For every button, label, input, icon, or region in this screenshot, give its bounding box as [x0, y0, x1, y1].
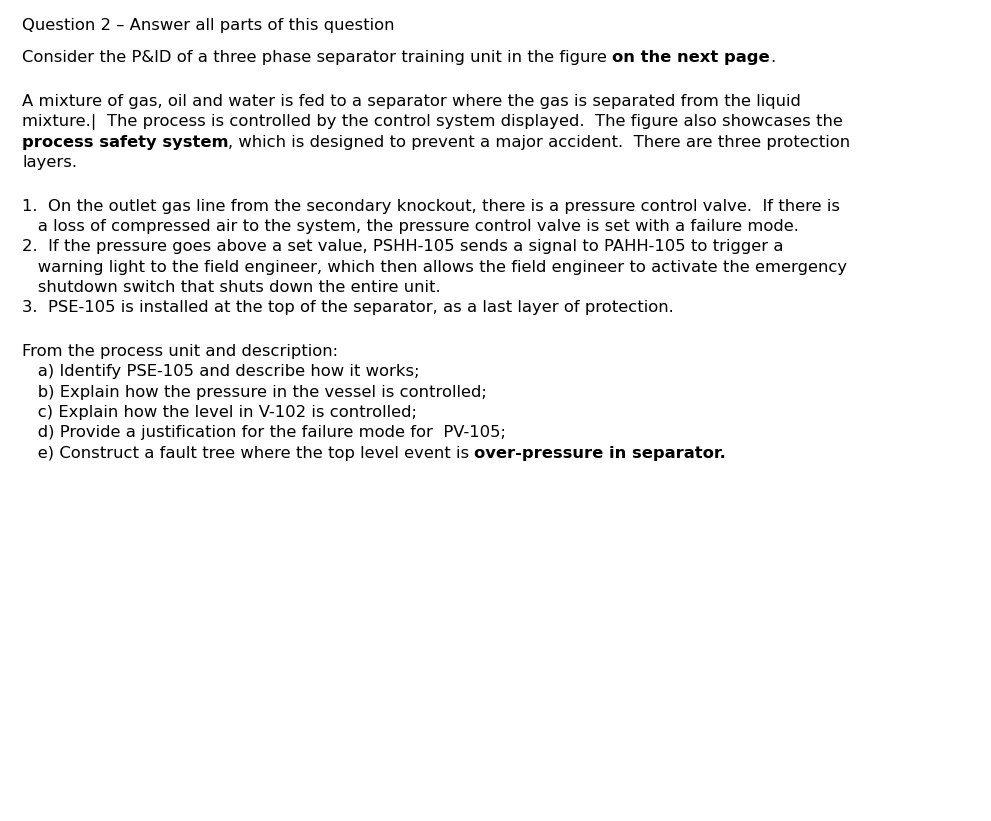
Text: d) Provide a justification for the failure mode for  PV-105;: d) Provide a justification for the failu… [22, 425, 505, 440]
Text: c) Explain how the level in V-102 is controlled;: c) Explain how the level in V-102 is con… [22, 405, 417, 420]
Text: , which is designed to prevent a major accident.  There are three protection: , which is designed to prevent a major a… [229, 135, 850, 149]
Text: b) Explain how the pressure in the vessel is controlled;: b) Explain how the pressure in the vesse… [22, 385, 487, 400]
Text: From the process unit and description:: From the process unit and description: [22, 344, 338, 359]
Text: process safety system: process safety system [22, 135, 229, 149]
Text: 3.  PSE-105 is installed at the top of the separator, as a last layer of protect: 3. PSE-105 is installed at the top of th… [22, 300, 674, 315]
Text: layers.: layers. [22, 155, 77, 170]
Text: a loss of compressed air to the system, the pressure control valve is set with a: a loss of compressed air to the system, … [22, 219, 799, 234]
Text: Consider the P&ID of a three phase separator training unit in the figure: Consider the P&ID of a three phase separ… [22, 50, 612, 65]
Text: .: . [770, 50, 775, 65]
Text: mixture.|  The process is controlled by the control system displayed.  The figur: mixture.| The process is controlled by t… [22, 114, 843, 131]
Text: 2.  If the pressure goes above a set value, PSHH-105 sends a signal to PAHH-105 : 2. If the pressure goes above a set valu… [22, 240, 784, 255]
Text: A mixture of gas, oil and water is fed to a separator where the gas is separated: A mixture of gas, oil and water is fed t… [22, 94, 801, 109]
Text: e) Construct a fault tree where the top level event is: e) Construct a fault tree where the top … [22, 446, 475, 461]
Text: a) Identify PSE-105 and describe how it works;: a) Identify PSE-105 and describe how it … [22, 365, 419, 379]
Text: on the next page: on the next page [612, 50, 770, 65]
Text: warning light to the field engineer, which then allows the field engineer to act: warning light to the field engineer, whi… [22, 259, 847, 275]
Text: over-pressure in separator.: over-pressure in separator. [475, 446, 726, 461]
Text: 1.  On the outlet gas line from the secondary knockout, there is a pressure cont: 1. On the outlet gas line from the secon… [22, 199, 840, 213]
Text: Question 2 – Answer all parts of this question: Question 2 – Answer all parts of this qu… [22, 18, 394, 33]
Text: shutdown switch that shuts down the entire unit.: shutdown switch that shuts down the enti… [22, 280, 441, 295]
